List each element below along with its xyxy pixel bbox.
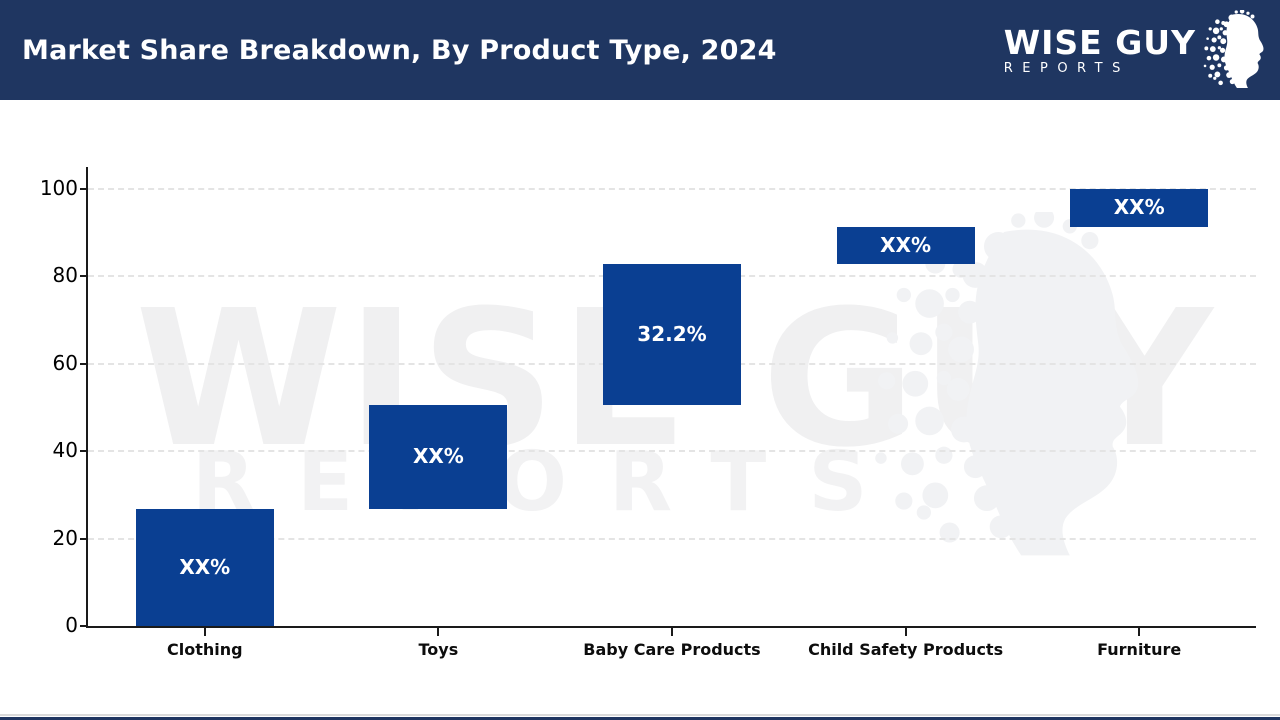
bar-value-label: XX% xyxy=(880,232,932,257)
watermark-head-icon xyxy=(875,212,1139,556)
footer-accent-bar xyxy=(0,717,1280,720)
wise-guy-logo: WISE GUY REPORTS xyxy=(1004,10,1266,90)
x-tick-mark xyxy=(1138,628,1141,636)
wise-guy-head-icon xyxy=(1203,10,1264,89)
x-axis-line xyxy=(86,626,1256,628)
y-tick-label: 60 xyxy=(52,350,78,375)
x-category-label: Child Safety Products xyxy=(808,640,1004,659)
x-category-label: Clothing xyxy=(167,640,243,659)
x-tick-mark xyxy=(904,628,907,636)
y-tick-label: 100 xyxy=(39,175,78,200)
bar-value-label: XX% xyxy=(179,554,231,579)
y-axis-line xyxy=(86,167,88,628)
y-tick-label: 40 xyxy=(52,438,78,463)
logo-text: WISE GUY REPORTS xyxy=(1004,26,1196,75)
gridline-100 xyxy=(88,187,1256,190)
page-title: Market Share Breakdown, By Product Type,… xyxy=(22,34,777,66)
x-tick-mark xyxy=(437,628,440,636)
y-tick-label: 0 xyxy=(65,613,78,637)
x-category-label: Furniture xyxy=(1097,640,1182,659)
bar-Clothing xyxy=(135,509,274,626)
x-tick-mark xyxy=(203,628,206,636)
y-tick-mark xyxy=(80,275,88,278)
bar-value-label: 32.2% xyxy=(637,321,707,346)
y-tick-mark xyxy=(80,537,88,540)
footer-divider xyxy=(0,714,1280,716)
header: Market Share Breakdown, By Product Type,… xyxy=(0,0,1280,100)
gridline-40 xyxy=(88,450,1256,453)
gridline-20 xyxy=(88,537,1256,540)
logo-subtext: REPORTS xyxy=(1003,60,1130,76)
y-tick-label: 20 xyxy=(52,525,78,550)
logo-wordmark: WISE GUY xyxy=(1003,22,1196,62)
bar-value-label: XX% xyxy=(412,444,464,469)
y-tick-label: 80 xyxy=(52,263,78,288)
x-tick-mark xyxy=(671,628,673,636)
y-tick-mark xyxy=(80,450,88,453)
bar-value-label: XX% xyxy=(1113,194,1165,219)
y-tick-mark xyxy=(80,625,88,627)
bar-Baby Care Products xyxy=(603,264,741,406)
x-category-label: Baby Care Products xyxy=(583,640,761,659)
y-tick-mark xyxy=(80,362,88,365)
watermark-text-line2: REPORTS xyxy=(192,435,910,530)
x-category-label: Toys xyxy=(418,640,459,659)
bar-Toys xyxy=(369,405,508,510)
y-tick-mark xyxy=(80,187,88,190)
